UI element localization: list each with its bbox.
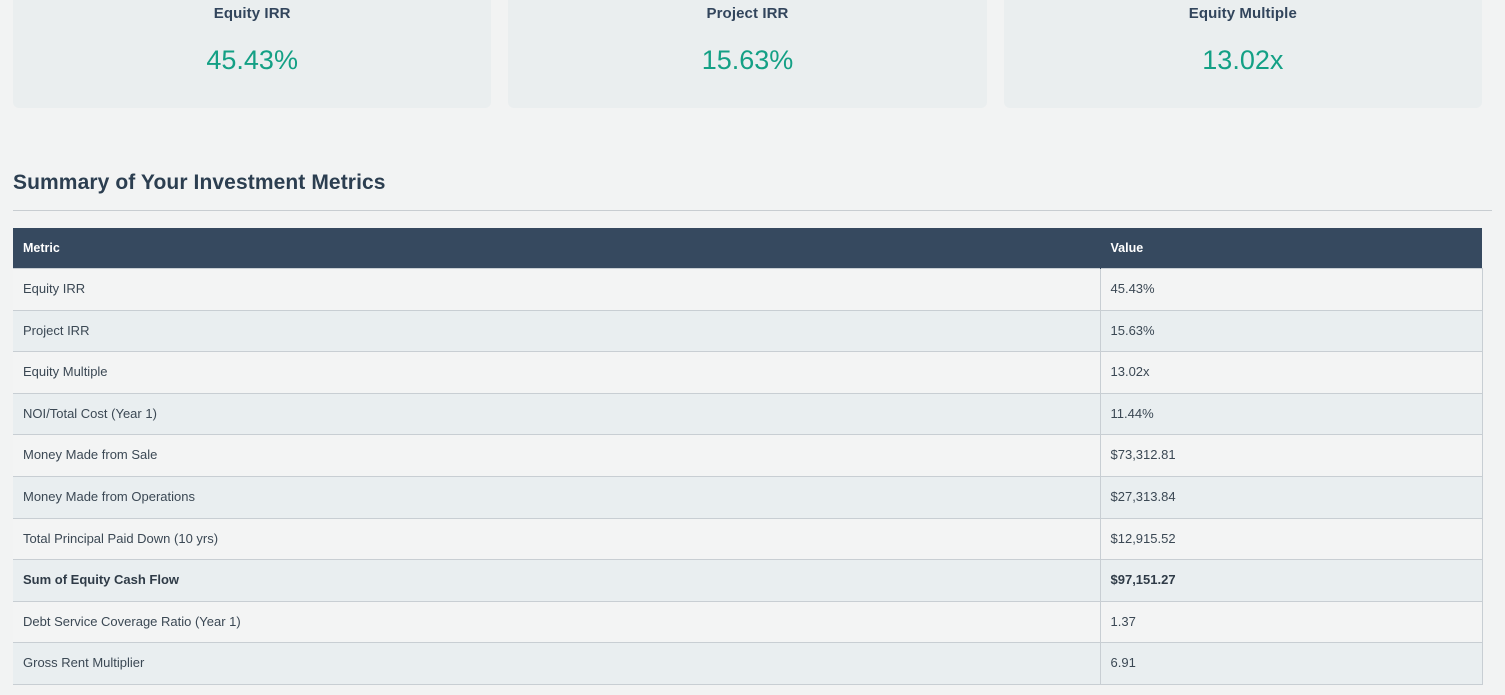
page-title: Summary of Your Investment Metrics — [13, 171, 386, 194]
kpi-card-project-irr: Project IRR 15.63% — [508, 0, 987, 108]
table-cell-value: $73,312.81 — [1100, 434, 1483, 477]
heading-divider — [13, 210, 1492, 211]
column-header-value: Value — [1100, 228, 1482, 269]
table-cell-value: 15.63% — [1100, 309, 1483, 352]
table-cell-metric: Equity Multiple — [13, 351, 1101, 394]
table-header-row: Metric Value — [13, 228, 1482, 269]
table-cell-value: 45.43% — [1100, 268, 1483, 311]
metrics-table-body: Equity IRR 45.43% Project IRR 15.63% Equity … — [13, 268, 1483, 685]
table-cell-metric: NOI/Total Cost (Year 1) — [13, 392, 1101, 435]
kpi-card-title: Project IRR — [706, 5, 789, 22]
table-row: Debt Service Coverage Ratio (Year 1) 1.37 — [13, 600, 1483, 643]
table-cell-value: 11.44% — [1100, 392, 1483, 435]
table-cell-metric: Sum of Equity Cash Flow — [13, 559, 1101, 602]
table-cell-metric: Total Principal Paid Down (10 yrs) — [13, 517, 1101, 560]
table-row: Sum of Equity Cash Flow $97,151.27 — [13, 559, 1483, 602]
column-header-metric: Metric — [13, 228, 1101, 269]
kpi-card-value: 45.43% — [206, 45, 298, 75]
table-cell-value: 6.91 — [1100, 642, 1483, 685]
kpi-card-title: Equity Multiple — [1188, 5, 1297, 22]
table-cell-value: 1.37 — [1100, 600, 1483, 643]
table-cell-value: $12,915.52 — [1100, 517, 1483, 560]
table-cell-metric: Project IRR — [13, 309, 1101, 352]
table-cell-metric: Money Made from Sale — [13, 434, 1101, 477]
table-row: Project IRR 15.63% — [13, 309, 1483, 352]
kpi-card-row: Equity IRR 45.43% Project IRR 15.63% Equ… — [13, 0, 1482, 108]
table-row: Money Made from Operations $27,313.84 — [13, 475, 1483, 519]
table-row: Equity IRR 45.43% — [13, 268, 1483, 311]
table-row: Money Made from Sale $73,312.81 — [13, 434, 1483, 477]
kpi-card-equity-irr: Equity IRR 45.43% — [13, 0, 492, 108]
table-row: Gross Rent Multiplier 6.91 — [13, 642, 1483, 685]
table-cell-value: $97,151.27 — [1100, 559, 1483, 602]
table-cell-metric: Gross Rent Multiplier — [13, 642, 1101, 685]
kpi-card-value: 13.02x — [1202, 45, 1284, 75]
metrics-table-head: Metric Value — [13, 228, 1482, 269]
table-cell-metric: Money Made from Operations — [13, 475, 1101, 519]
table-cell-metric: Debt Service Coverage Ratio (Year 1) — [13, 600, 1101, 643]
metrics-table: Metric Value Equity IRR 45.43% Project IRR… — [13, 228, 1483, 685]
metrics-table-container: Metric Value Equity IRR 45.43% Project IRR… — [13, 228, 1483, 685]
table-row: NOI/Total Cost (Year 1) 11.44% — [13, 392, 1483, 435]
table-cell-value: 13.02x — [1100, 351, 1483, 394]
table-cell-metric: Equity IRR — [13, 268, 1101, 311]
table-row: Equity Multiple 13.02x — [13, 351, 1483, 394]
kpi-card-title: Equity IRR — [213, 5, 291, 22]
table-row: Total Principal Paid Down (10 yrs) $12,91… — [13, 517, 1483, 560]
kpi-card-value: 15.63% — [701, 45, 794, 75]
table-cell-value: $27,313.84 — [1100, 475, 1483, 519]
kpi-card-equity-multiple: Equity Multiple 13.02x — [1003, 0, 1482, 108]
